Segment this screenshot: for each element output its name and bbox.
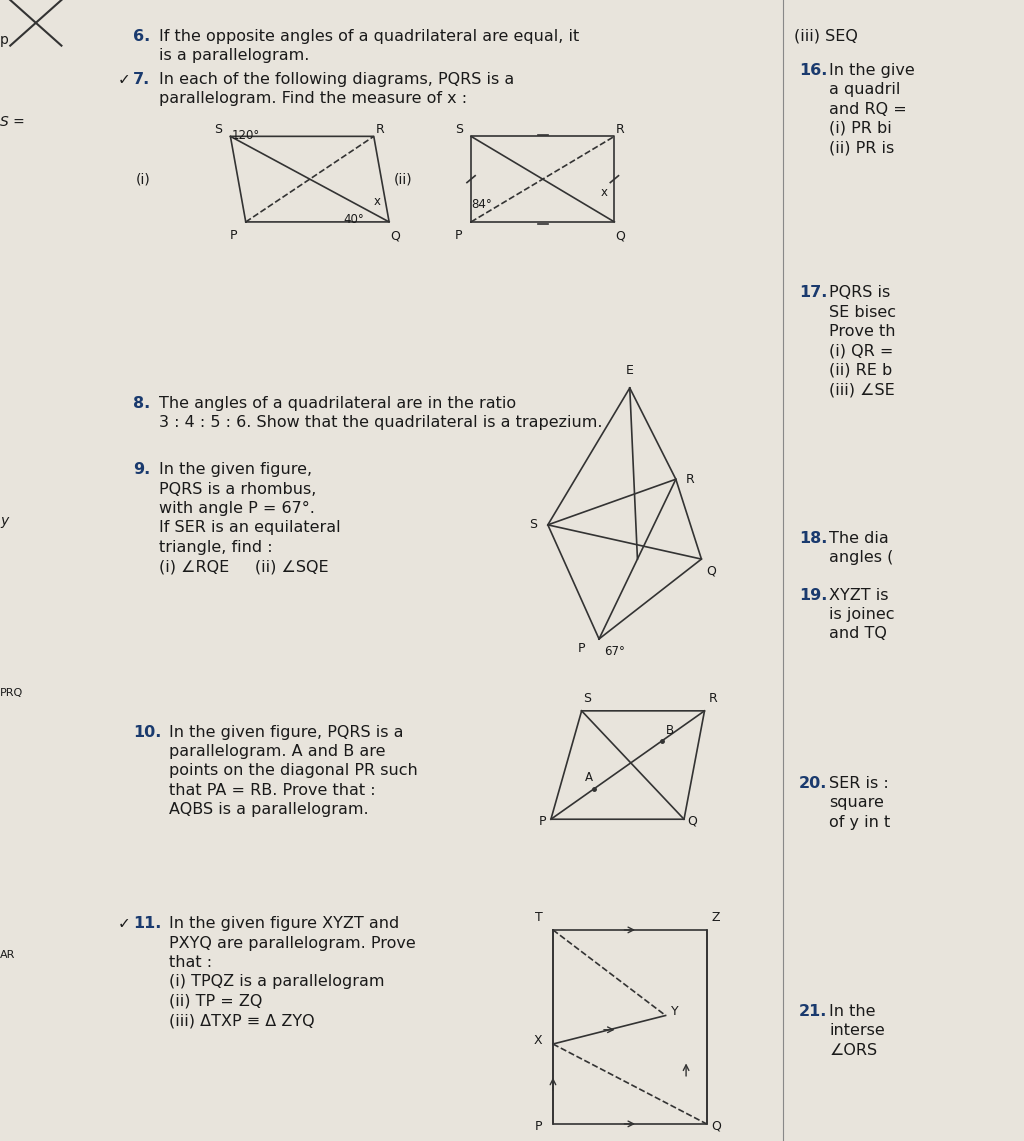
- Text: is a parallelogram.: is a parallelogram.: [159, 48, 309, 63]
- Text: that :: that :: [169, 955, 212, 970]
- Text: ✓: ✓: [118, 916, 130, 931]
- Text: parallelogram. A and B are: parallelogram. A and B are: [169, 744, 385, 759]
- Text: In each of the following diagrams, PQRS is a: In each of the following diagrams, PQRS …: [159, 72, 514, 87]
- Text: R: R: [376, 123, 384, 136]
- Text: x: x: [601, 186, 607, 200]
- Text: (ii) RE b: (ii) RE b: [829, 363, 893, 378]
- Text: S: S: [214, 123, 222, 136]
- Text: P: P: [579, 641, 586, 655]
- Text: points on the diagonal PR such: points on the diagonal PR such: [169, 763, 418, 778]
- Text: 16.: 16.: [799, 63, 827, 78]
- Text: parallelogram. Find the measure of x :: parallelogram. Find the measure of x :: [159, 91, 467, 106]
- Text: P: P: [539, 815, 547, 828]
- Text: square: square: [829, 795, 885, 810]
- Text: The angles of a quadrilateral are in the ratio: The angles of a quadrilateral are in the…: [159, 396, 516, 411]
- Text: In the give: In the give: [829, 63, 915, 78]
- Text: of y in t: of y in t: [829, 815, 891, 830]
- Text: A: A: [585, 771, 593, 784]
- Text: and RQ =: and RQ =: [829, 102, 907, 116]
- Text: AR: AR: [0, 950, 15, 961]
- Text: 40°: 40°: [343, 212, 364, 226]
- Text: (iii) ΔTXP ≡ Δ ZYQ: (iii) ΔTXP ≡ Δ ZYQ: [169, 1013, 314, 1028]
- Text: 18.: 18.: [799, 531, 827, 545]
- Text: 6.: 6.: [133, 29, 151, 43]
- Text: 3 : 4 : 5 : 6. Show that the quadrilateral is a trapezium.: 3 : 4 : 5 : 6. Show that the quadrilater…: [159, 415, 602, 430]
- Text: AQBS is a parallelogram.: AQBS is a parallelogram.: [169, 802, 369, 817]
- Text: T: T: [535, 911, 543, 924]
- Text: (iii) ∠SE: (iii) ∠SE: [829, 382, 895, 397]
- Text: (i): (i): [136, 172, 151, 186]
- Text: (ii): (ii): [394, 172, 413, 186]
- Text: PXYQ are parallelogram. Prove: PXYQ are parallelogram. Prove: [169, 936, 416, 950]
- Text: P: P: [455, 229, 463, 242]
- Text: PRQ: PRQ: [0, 688, 24, 698]
- Text: ✓: ✓: [118, 72, 130, 87]
- Text: angles (: angles (: [829, 550, 894, 565]
- Text: 19.: 19.: [799, 588, 827, 602]
- Text: In the given figure XYZT and: In the given figure XYZT and: [169, 916, 399, 931]
- Text: S: S: [455, 123, 463, 136]
- Text: S: S: [583, 691, 591, 705]
- Text: B: B: [666, 725, 674, 737]
- Text: x: x: [374, 195, 380, 209]
- Text: Q: Q: [390, 229, 400, 242]
- Text: (iii) SEQ: (iii) SEQ: [794, 29, 857, 43]
- Text: Prove th: Prove th: [829, 324, 896, 339]
- Text: (ii) PR is: (ii) PR is: [829, 140, 895, 155]
- Text: 8.: 8.: [133, 396, 151, 411]
- Text: R: R: [686, 472, 695, 486]
- Text: interse: interse: [829, 1023, 885, 1038]
- Text: PQRS is: PQRS is: [829, 285, 891, 300]
- Text: p: p: [0, 33, 9, 47]
- Text: 10.: 10.: [133, 725, 162, 739]
- Text: Q: Q: [707, 564, 717, 577]
- Text: 67°: 67°: [604, 645, 625, 657]
- Text: and TQ: and TQ: [829, 626, 888, 641]
- Text: 7.: 7.: [133, 72, 151, 87]
- Text: SER is :: SER is :: [829, 776, 889, 791]
- Text: (i) QR =: (i) QR =: [829, 343, 894, 358]
- Text: The dia: The dia: [829, 531, 889, 545]
- Text: S: S: [529, 518, 538, 532]
- Text: Q: Q: [615, 229, 626, 242]
- Text: Z: Z: [712, 911, 720, 924]
- Text: 84°: 84°: [471, 197, 492, 211]
- Text: Y: Y: [671, 1005, 678, 1019]
- Text: with angle P = 67°.: with angle P = 67°.: [159, 501, 314, 516]
- Text: y: y: [0, 513, 8, 528]
- Text: R: R: [616, 123, 625, 136]
- Text: that PA = RB. Prove that :: that PA = RB. Prove that :: [169, 783, 376, 798]
- Text: PQRS is a rhombus,: PQRS is a rhombus,: [159, 482, 316, 496]
- Text: ∠ORS: ∠ORS: [829, 1043, 878, 1058]
- Text: triangle, find :: triangle, find :: [159, 540, 272, 555]
- Text: 20.: 20.: [799, 776, 827, 791]
- Text: 9.: 9.: [133, 462, 151, 477]
- Text: In the given figure,: In the given figure,: [159, 462, 312, 477]
- Text: 17.: 17.: [799, 285, 827, 300]
- Text: (i) TPQZ is a parallelogram: (i) TPQZ is a parallelogram: [169, 974, 384, 989]
- Text: XYZT is: XYZT is: [829, 588, 889, 602]
- Text: 11.: 11.: [133, 916, 162, 931]
- Text: If SER is an equilateral: If SER is an equilateral: [159, 520, 340, 535]
- Text: SE bisec: SE bisec: [829, 305, 896, 319]
- Text: R: R: [709, 691, 717, 705]
- Text: (ii) TP = ZQ: (ii) TP = ZQ: [169, 994, 262, 1009]
- Text: If the opposite angles of a quadrilateral are equal, it: If the opposite angles of a quadrilatera…: [159, 29, 579, 43]
- Text: X: X: [535, 1034, 543, 1047]
- Text: a quadril: a quadril: [829, 82, 901, 97]
- Text: E: E: [626, 364, 634, 377]
- Text: 21.: 21.: [799, 1004, 827, 1019]
- Text: (i) PR bi: (i) PR bi: [829, 121, 892, 136]
- Text: In the given figure, PQRS is a: In the given figure, PQRS is a: [169, 725, 403, 739]
- Text: In the: In the: [829, 1004, 876, 1019]
- Text: Q: Q: [712, 1119, 722, 1133]
- Text: Q: Q: [687, 815, 697, 828]
- Text: (i) ∠RQE     (ii) ∠SQE: (i) ∠RQE (ii) ∠SQE: [159, 559, 329, 574]
- Text: P: P: [536, 1119, 543, 1133]
- Text: S =: S =: [0, 114, 25, 129]
- Text: is joinec: is joinec: [829, 607, 895, 622]
- Text: P: P: [229, 229, 238, 242]
- Text: 120°: 120°: [231, 129, 260, 143]
